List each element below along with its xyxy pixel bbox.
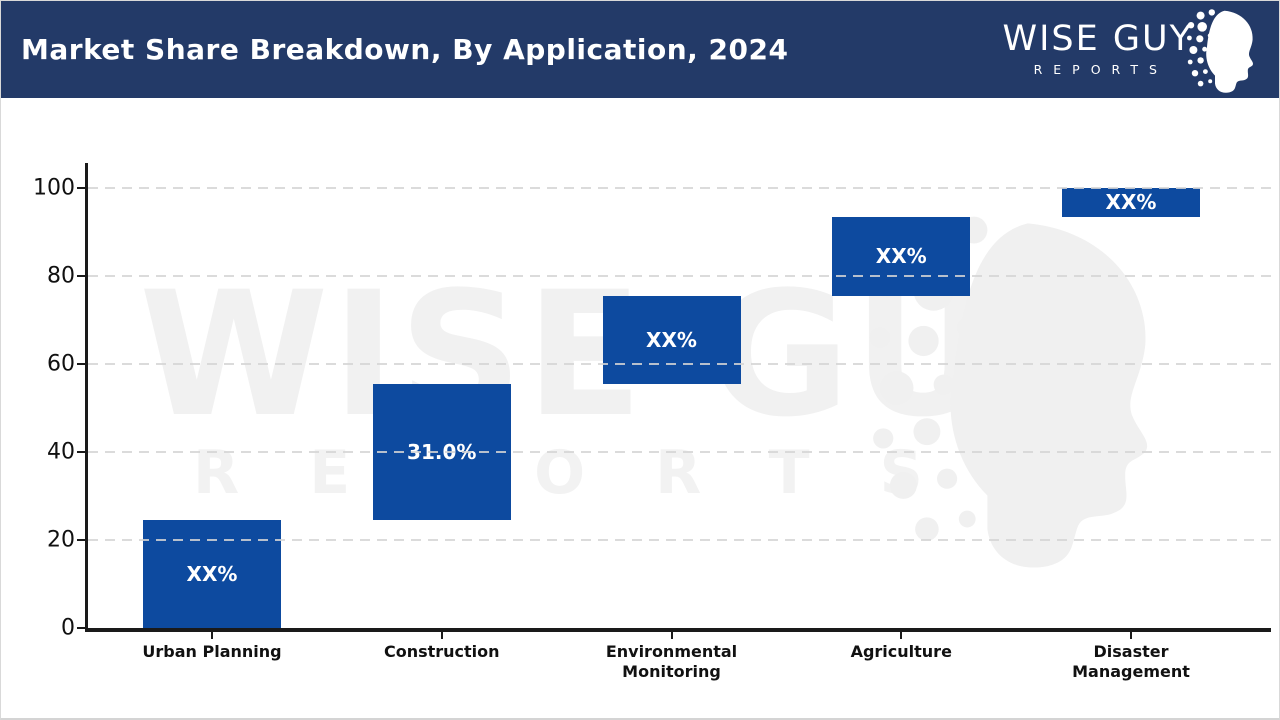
bar-value-label: XX% — [186, 562, 238, 587]
brand-subname: REPORTS — [1033, 62, 1168, 78]
gridline — [88, 275, 1271, 277]
bar: XX% — [832, 216, 971, 296]
gridline — [88, 363, 1271, 365]
bar: XX% — [143, 520, 281, 628]
x-tick-label: Environmental Monitoring — [605, 642, 738, 681]
y-tick-mark — [77, 275, 85, 277]
y-tick-label: 0 — [61, 615, 75, 641]
x-tick-mark — [670, 632, 673, 639]
bar-value-label: XX% — [1105, 190, 1157, 215]
y-axis-spine — [85, 163, 88, 629]
y-tick-label: 60 — [47, 351, 75, 377]
bar-value-label: XX% — [875, 244, 927, 269]
brand-logo: WISE GUY REPORTS — [1002, 6, 1265, 94]
gridline — [88, 539, 1271, 541]
y-tick-mark — [77, 363, 85, 365]
page-title: Market Share Breakdown, By Application, … — [21, 33, 789, 66]
brand-logo-text: WISE GUY REPORTS — [1002, 22, 1193, 77]
gridline — [88, 451, 1271, 453]
head-profile-icon — [1187, 8, 1254, 93]
x-tick-mark — [1130, 632, 1132, 639]
y-tick-mark — [77, 451, 85, 453]
y-tick-label: 80 — [47, 263, 75, 289]
y-tick-label: 20 — [47, 527, 75, 553]
x-tick-label: Disaster Management — [1072, 642, 1190, 681]
x-tick-label: Agriculture — [850, 642, 952, 661]
x-tick-mark — [440, 632, 443, 639]
x-tick-mark — [900, 632, 903, 639]
gridline — [88, 187, 1271, 189]
bar: XX% — [1062, 188, 1200, 217]
x-tick-label: Urban Planning — [142, 642, 282, 661]
y-tick-mark — [77, 539, 85, 541]
brand-name: WISE GUY — [1002, 19, 1193, 60]
bar: XX% — [602, 295, 741, 384]
y-tick-mark — [77, 187, 85, 189]
bar-value-label: XX% — [646, 327, 697, 352]
y-tick-label: 100 — [33, 175, 75, 201]
y-tick-mark — [77, 627, 85, 629]
header-bar: Market Share Breakdown, By Application, … — [1, 1, 1279, 98]
x-tick-label: Construction — [383, 642, 500, 661]
y-tick-label: 40 — [47, 439, 75, 465]
x-tick-mark — [211, 632, 213, 639]
x-axis-spine — [85, 628, 1271, 632]
